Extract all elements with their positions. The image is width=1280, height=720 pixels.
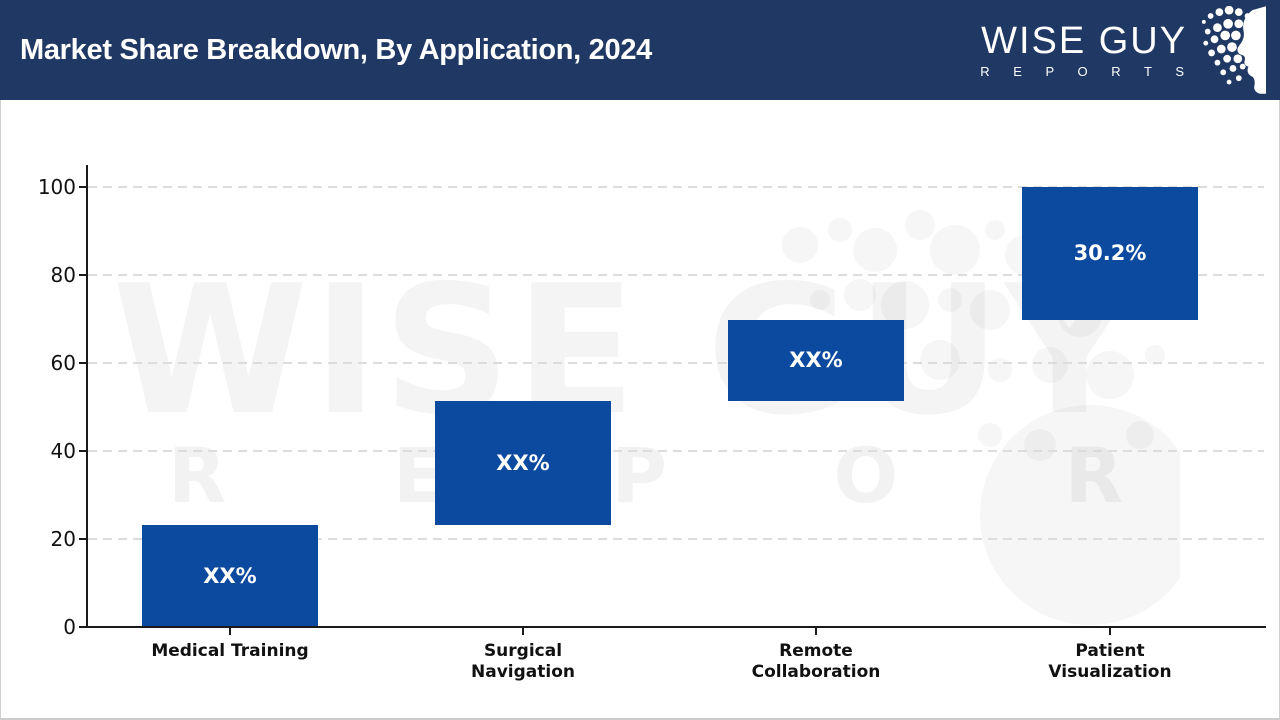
- y-tick-mark-60: [79, 361, 87, 364]
- y-tick-label-40: 40: [50, 438, 76, 463]
- gridline-40: [88, 449, 1264, 452]
- bar-surgical-navigation: XX%: [435, 401, 611, 525]
- x-tick-mark-1: [522, 628, 524, 635]
- y-tick-mark-80: [79, 273, 87, 276]
- y-tick-mark-20: [79, 537, 87, 540]
- bar-value-label: 30.2%: [1073, 241, 1147, 265]
- x-tick-mark-2: [815, 628, 817, 635]
- gridline-20: [88, 537, 1264, 540]
- gridline-80: [88, 273, 1264, 276]
- brand-logo-text: WISE GUY R E P O R T S: [974, 22, 1194, 79]
- bar-value-label: XX%: [789, 348, 843, 373]
- page-title: Market Share Breakdown, By Application, …: [20, 33, 652, 66]
- y-tick-label-100: 100: [37, 174, 76, 199]
- y-tick-label-80: 80: [50, 262, 76, 287]
- bar-medical-training: XX%: [142, 524, 318, 627]
- y-tick-label-60: 60: [50, 350, 76, 375]
- y-tick-mark-100: [79, 185, 87, 188]
- y-axis-line: [86, 165, 88, 628]
- y-tick-mark-0: [79, 626, 87, 628]
- watermark-text-primary: WISE GUY: [112, 262, 1138, 440]
- gridline-100: [88, 185, 1264, 188]
- x-tick-mark-3: [1109, 628, 1111, 635]
- brand-face-dots-icon: [1201, 6, 1266, 94]
- bar-value-label: XX%: [496, 451, 550, 476]
- bar-value-label: XX%: [203, 563, 257, 588]
- bar-patient-visualization: 30.2%: [1022, 186, 1198, 320]
- brand-logo: WISE GUY R E P O R T S: [974, 6, 1266, 94]
- x-axis-line: [86, 626, 1266, 628]
- y-tick-label-20: 20: [50, 526, 76, 551]
- brand-name: WISE GUY: [981, 19, 1188, 62]
- x-category-label-medical-training: Medical Training: [151, 641, 309, 661]
- x-category-label-patient-visualization: Patient Visualization: [1048, 641, 1172, 682]
- gridline-60: [88, 361, 1264, 364]
- header-bar: Market Share Breakdown, By Application, …: [0, 0, 1280, 100]
- x-category-label-remote-collaboration: Remote Collaboration: [751, 641, 881, 682]
- y-tick-label-0: 0: [63, 615, 76, 639]
- brand-subtitle: R E P O R T S: [980, 63, 1194, 79]
- x-tick-mark-0: [229, 628, 231, 635]
- y-tick-mark-40: [79, 449, 87, 452]
- x-category-label-surgical-navigation: Surgical Navigation: [471, 641, 575, 682]
- bar-remote-collaboration: XX%: [728, 319, 904, 402]
